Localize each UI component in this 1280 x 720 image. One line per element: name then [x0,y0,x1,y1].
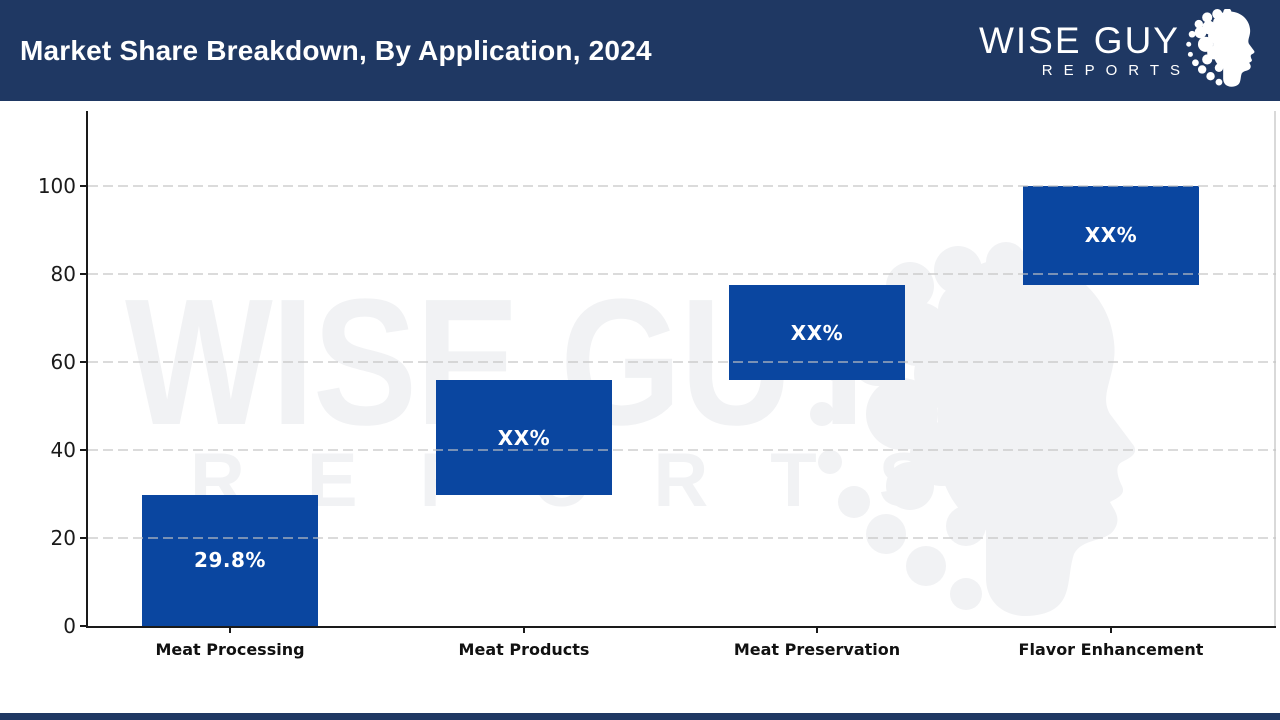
bar-value-label: XX% [790,320,844,345]
y-tick-label: 0 [63,614,76,638]
y-tick-label: 60 [50,350,76,374]
bar-meat-preservation: XX% [729,284,905,381]
x-axis-category-label: Meat Preservation [733,640,901,659]
gridline-y-100 [88,185,1276,187]
y-tick-label: 40 [50,438,76,462]
x-tick-mark [523,626,525,633]
gridline-y-60 [88,361,1276,363]
y-tick-mark [80,185,88,187]
bar-value-label: XX% [497,425,551,450]
brand-name: WISE GUY [978,20,1180,61]
y-tick-mark [80,273,88,275]
bar-value-label: 29.8% [194,548,266,573]
x-tick-mark [816,626,818,633]
x-axis-category-label: Meat Processing [155,640,305,659]
x-axis-category-label: Meat Products [458,640,590,659]
gridline-y-20 [88,537,1276,539]
plot-right-border [1274,111,1276,628]
watermark-face-icon [810,242,1136,617]
brand-logo: WISE GUY REPORTS [979,8,1266,93]
y-tick-mark [80,449,88,451]
y-tick-mark [80,361,88,363]
brand-tagline: REPORTS [1041,62,1191,79]
y-tick-mark [80,625,88,627]
header: Market Share Breakdown, By Application, … [0,0,1280,101]
x-tick-mark [229,626,231,633]
brand-face-dots [1186,8,1232,85]
gridline-y-80 [88,273,1276,275]
bar-meat-products: XX% [436,380,612,495]
x-axis-category-label: Flavor Enhancement [1018,640,1204,659]
bar-value-label: XX% [1084,223,1138,248]
y-tick-mark [80,537,88,539]
x-axis-line [86,626,1276,628]
page-title: Market Share Breakdown, By Application, … [20,34,652,66]
y-axis-line [86,111,88,628]
footer-bar [0,713,1280,720]
gridline-y-40 [88,449,1276,451]
brand-logo-text: WISE GUY REPORTS [979,21,1180,80]
bar-meat-processing: 29.8% [142,494,318,626]
y-tick-label: 100 [37,174,76,198]
y-tick-label: 20 [50,526,76,550]
x-tick-mark [1110,626,1112,633]
y-tick-label: 80 [50,262,76,286]
brand-face-icon [1186,8,1255,87]
bar-flavor-enhancement: XX% [1023,186,1199,285]
